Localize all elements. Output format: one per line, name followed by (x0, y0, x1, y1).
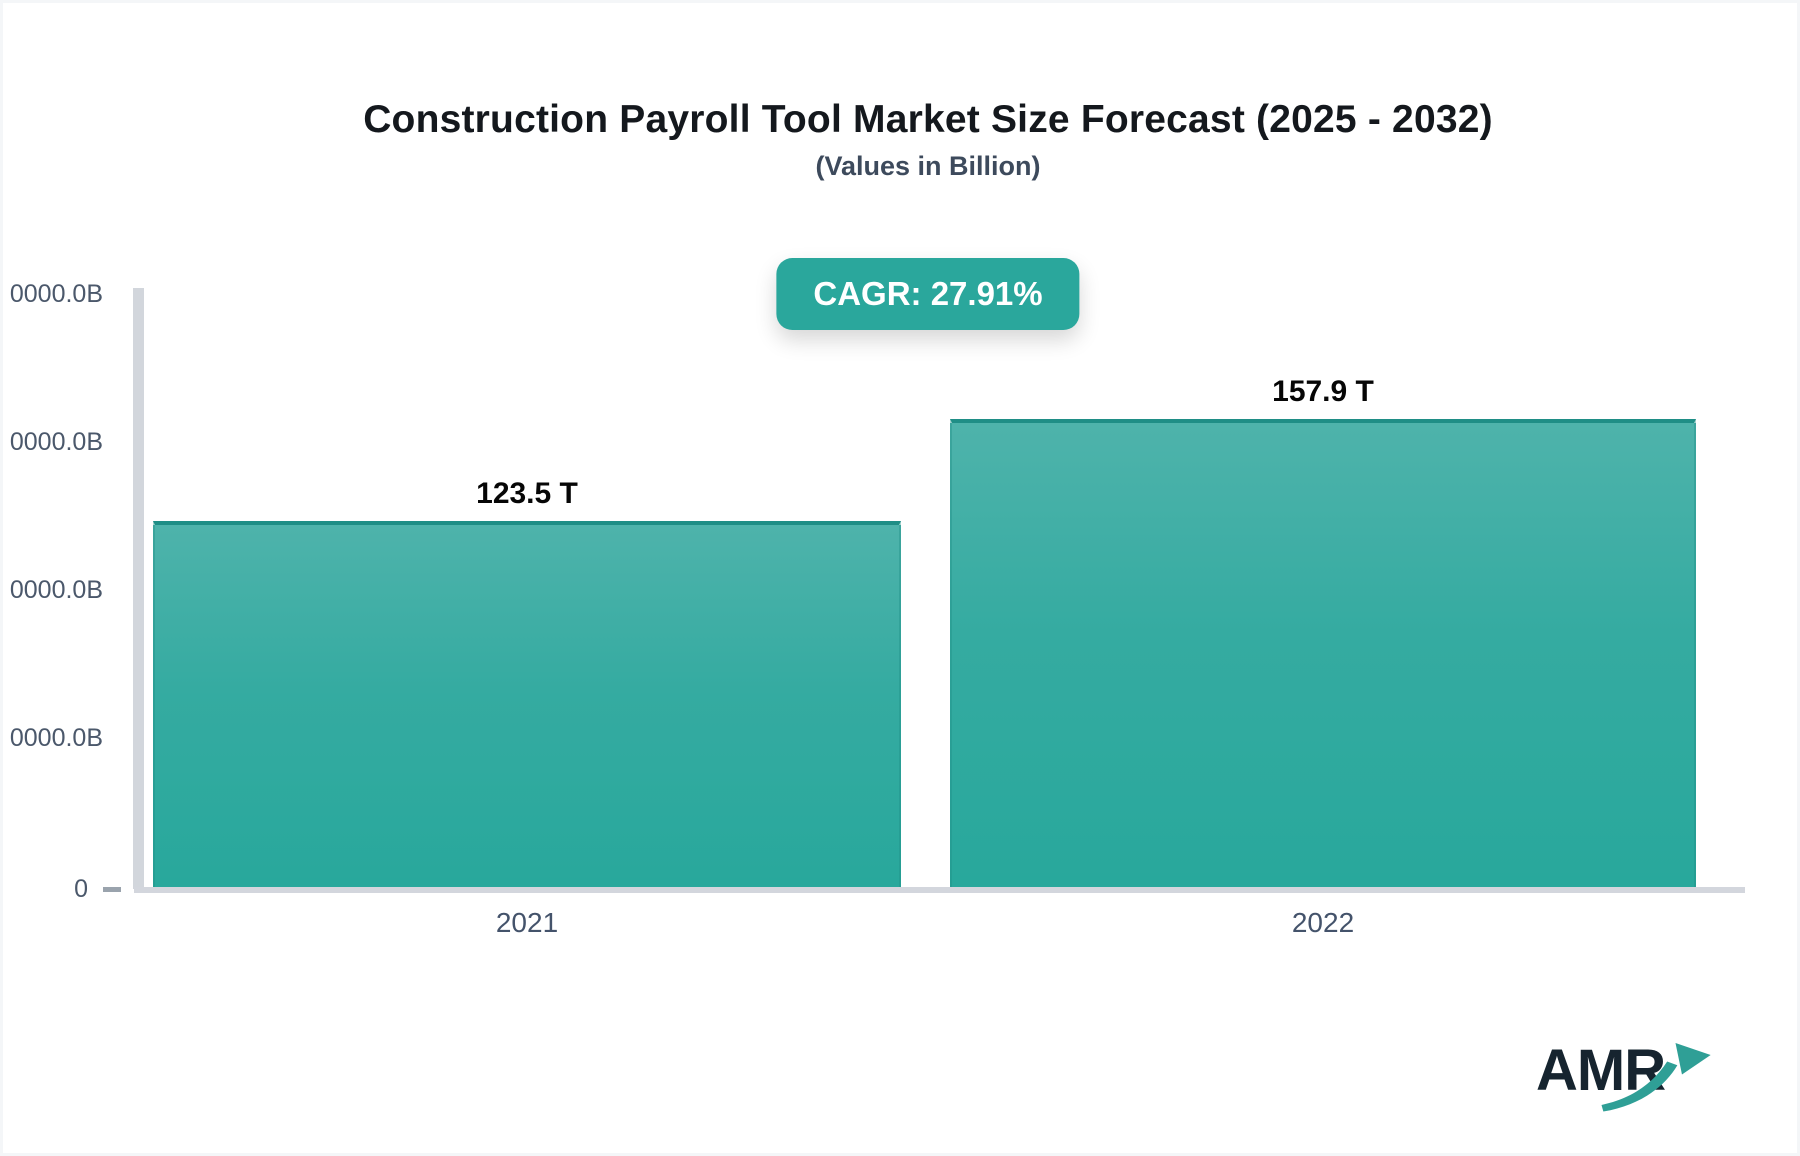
x-category-label: 2022 (1291, 907, 1355, 938)
y-zero-tick-mark (103, 887, 121, 892)
chart-title: Construction Payroll Tool Market Size Fo… (363, 98, 1493, 141)
bar-value-label: 123.5 T (476, 477, 578, 510)
y-tick-label: 0000.0B (9, 724, 103, 752)
y-tick-label: 0000.0B (9, 576, 103, 604)
y-axis-line (133, 288, 144, 889)
bar-2022 (950, 419, 1696, 887)
y-tick-label: 0000.0B (9, 428, 103, 456)
x-category-label: 2021 (495, 907, 559, 938)
y-tick-label: 0000.0B (9, 280, 103, 308)
bar-2021 (153, 521, 901, 887)
bar-value-label: 157.9 T (1272, 375, 1374, 408)
y-tick-label-zero: 0 (74, 875, 88, 903)
cagr-badge: CAGR: 27.91% (776, 258, 1080, 330)
chart-subtitle: (Values in Billion) (815, 151, 1041, 181)
x-axis-line (134, 887, 1745, 893)
growth-arrow-icon (1601, 1043, 1711, 1112)
amr-logo: AMR (1536, 1037, 1726, 1147)
